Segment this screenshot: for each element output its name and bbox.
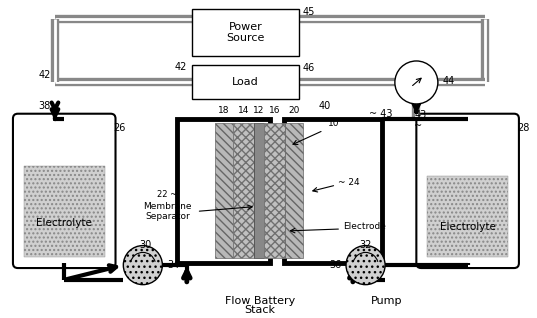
Text: 28: 28 [517,123,529,134]
Bar [285,119,382,263]
Text: Load: Load [232,77,259,87]
Text: 30: 30 [140,240,152,250]
Text: Membrane
Separator: Membrane Separator [143,202,192,221]
Text: 26: 26 [113,123,126,134]
Text: 42: 42 [175,62,187,72]
Bar [264,123,286,258]
Bar [192,65,299,99]
Text: 18: 18 [218,106,230,115]
Text: 34: 34 [168,260,179,270]
Text: Power
Source: Power Source [226,22,265,44]
Text: 44: 44 [442,75,455,86]
Bar [427,176,508,257]
Text: 45: 45 [302,7,315,17]
FancyBboxPatch shape [13,114,115,268]
Text: 16: 16 [269,106,280,115]
Text: 12: 12 [253,106,265,115]
Text: Flow Battery: Flow Battery [225,296,295,306]
Bar [254,123,264,258]
Text: 20: 20 [288,106,300,115]
Bar [177,119,270,263]
Bar [192,9,299,56]
Bar [215,123,233,258]
Text: 32: 32 [359,240,372,250]
Text: 42: 42 [39,70,51,80]
Bar [24,166,105,257]
Text: 36: 36 [329,260,341,270]
Text: ~ 24: ~ 24 [338,177,360,187]
Text: Electrolyte: Electrolyte [37,218,92,228]
Bar [233,123,254,258]
Text: Stack: Stack [244,305,275,315]
Text: 40: 40 [318,101,331,111]
FancyBboxPatch shape [416,114,519,268]
Text: 43
~: 43 ~ [415,110,427,131]
Text: 22 ~: 22 ~ [157,190,177,199]
Bar [286,123,303,258]
Circle shape [346,245,385,285]
Circle shape [395,61,438,104]
Text: 38: 38 [39,101,51,111]
Text: 14: 14 [238,106,249,115]
Text: 10: 10 [329,119,340,128]
Text: Electrolyte: Electrolyte [440,222,496,232]
Text: Electrode: Electrode [343,222,386,231]
Circle shape [124,245,162,285]
Text: 46: 46 [302,63,314,73]
Text: ~ 43: ~ 43 [369,109,393,119]
Text: Pump: Pump [371,296,403,306]
